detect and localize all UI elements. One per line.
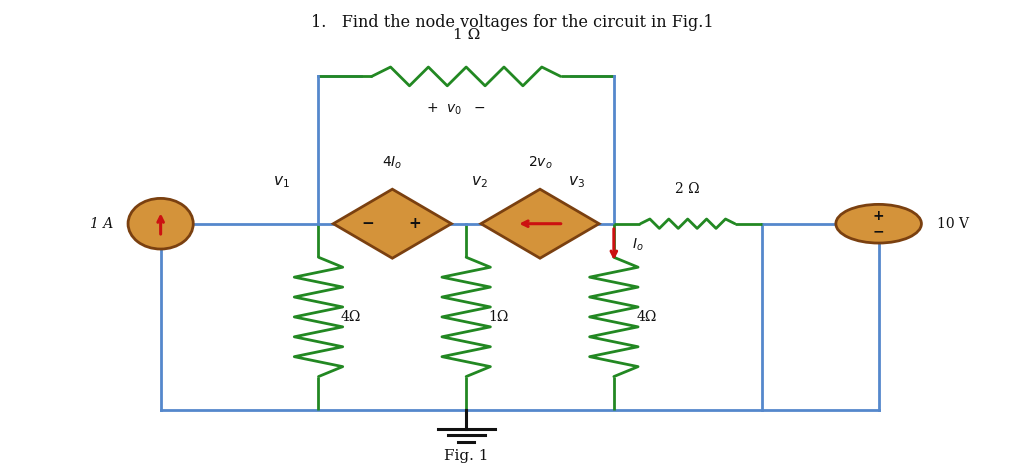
Polygon shape [333, 189, 452, 258]
Text: $4I_o$: $4I_o$ [382, 154, 402, 171]
Text: 4Ω: 4Ω [341, 310, 361, 324]
Ellipse shape [128, 198, 194, 249]
Text: $v_3$: $v_3$ [568, 174, 586, 190]
Text: 1 Ω: 1 Ω [453, 28, 480, 42]
Polygon shape [481, 189, 599, 258]
Text: +: + [409, 216, 421, 231]
Text: +: + [872, 209, 885, 223]
Text: −: − [361, 216, 374, 231]
Ellipse shape [836, 204, 922, 243]
Text: 2 Ω: 2 Ω [676, 182, 700, 196]
Text: $2v_o$: $2v_o$ [527, 154, 552, 171]
Text: $I_o$: $I_o$ [632, 236, 644, 253]
Text: $+\ \ v_0\ \ -$: $+\ \ v_0\ \ -$ [426, 102, 485, 117]
Text: Fig. 1: Fig. 1 [444, 449, 488, 463]
Text: 10 V: 10 V [937, 217, 969, 231]
Text: 1 A: 1 A [89, 217, 113, 231]
Text: 1.   Find the node voltages for the circuit in Fig.1: 1. Find the node voltages for the circui… [310, 14, 714, 31]
Text: 4Ω: 4Ω [636, 310, 656, 324]
Text: $v_1$: $v_1$ [273, 174, 290, 190]
Text: 1Ω: 1Ω [488, 310, 509, 324]
Text: $v_2$: $v_2$ [471, 174, 488, 190]
Text: −: − [872, 224, 885, 238]
